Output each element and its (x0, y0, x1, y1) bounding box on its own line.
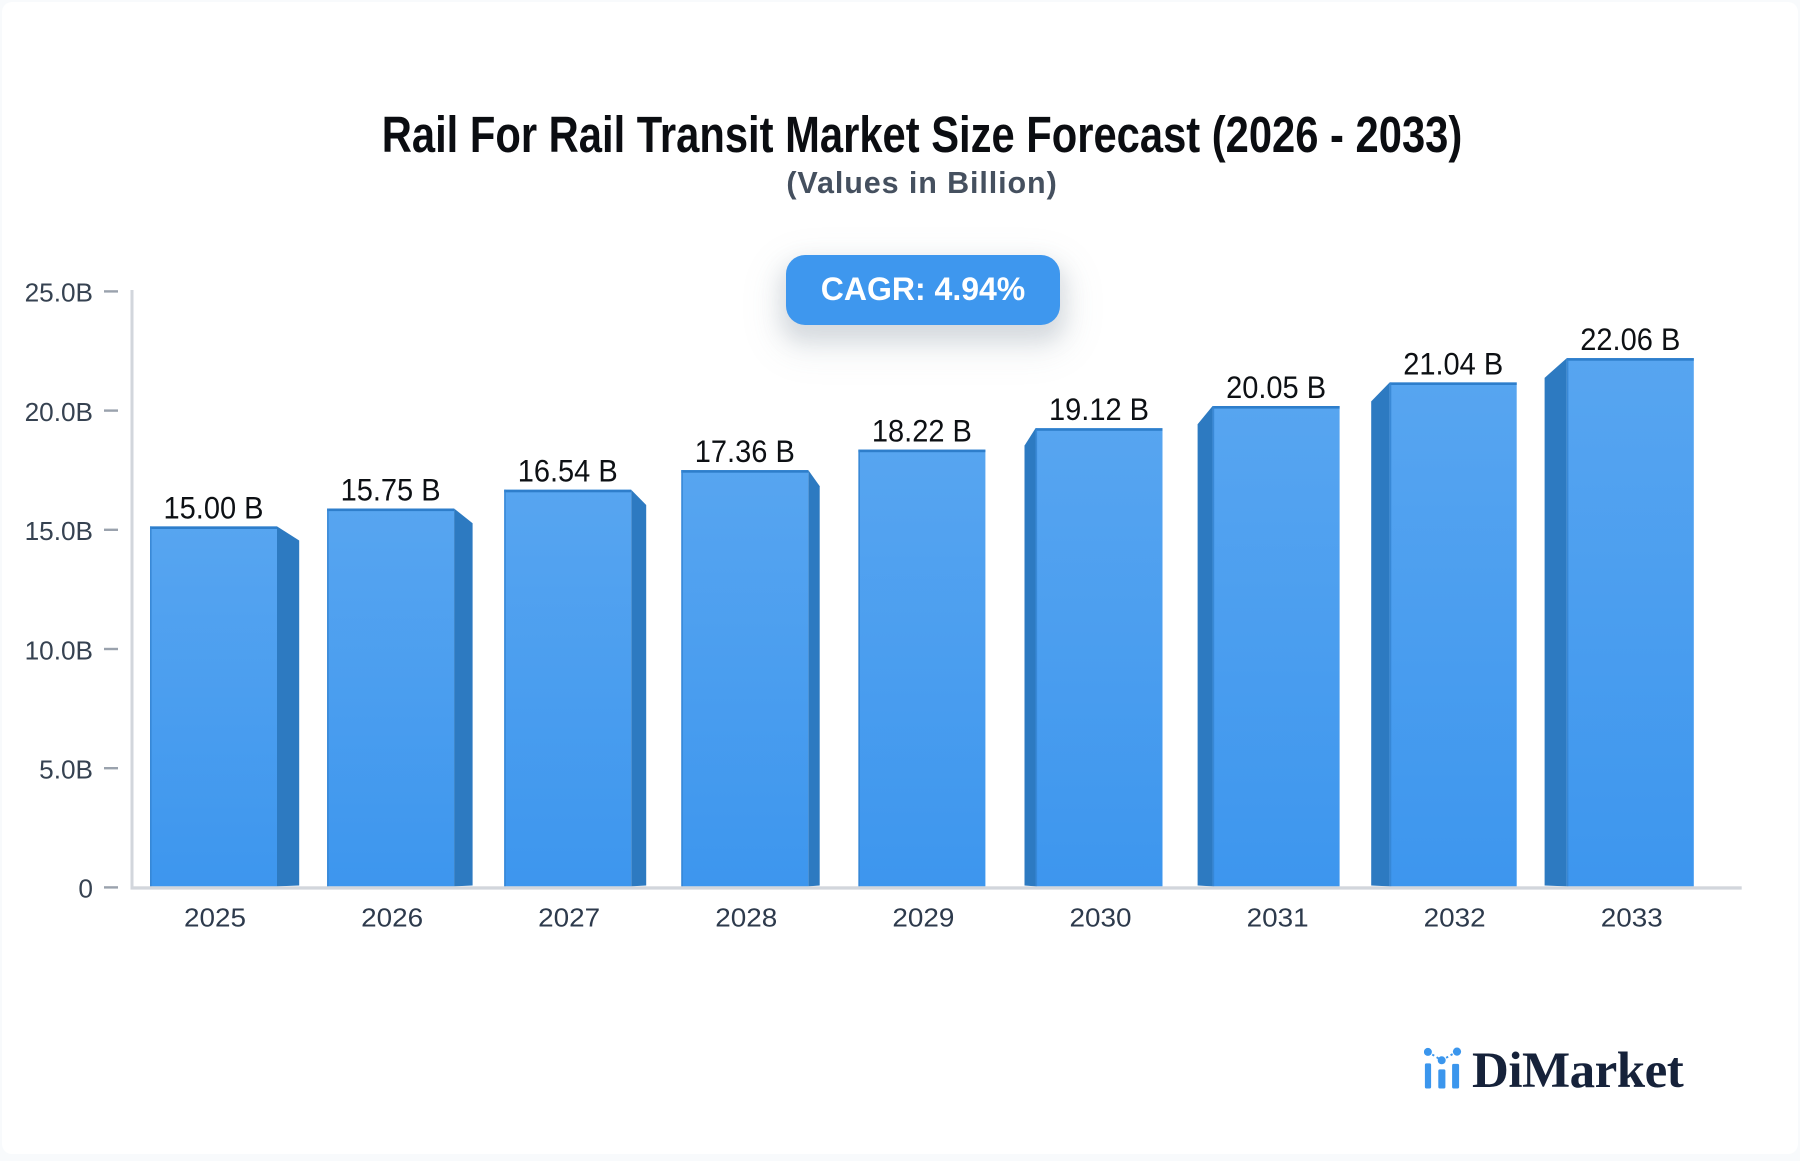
svg-text:2030: 2030 (1070, 904, 1132, 932)
svg-text:10.0B: 10.0B (25, 635, 93, 665)
svg-text:2029: 2029 (892, 904, 954, 932)
svg-text:2032: 2032 (1424, 904, 1486, 932)
svg-text:17.36 B: 17.36 B (695, 433, 795, 469)
svg-text:20.05 B: 20.05 B (1226, 369, 1326, 405)
svg-text:15.0B: 15.0B (25, 516, 93, 546)
svg-text:25.0B: 25.0B (25, 278, 93, 308)
svg-text:2026: 2026 (361, 904, 423, 932)
svg-text:20.0B: 20.0B (25, 397, 93, 427)
svg-text:21.04 B: 21.04 B (1403, 345, 1503, 381)
svg-text:15.75 B: 15.75 B (341, 472, 441, 508)
svg-text:2025: 2025 (184, 904, 246, 932)
svg-text:19.12 B: 19.12 B (1049, 391, 1149, 427)
svg-text:16.54 B: 16.54 B (518, 453, 618, 489)
svg-text:5.0B: 5.0B (39, 755, 93, 785)
svg-text:2028: 2028 (715, 904, 777, 932)
svg-text:22.06 B: 22.06 B (1580, 321, 1680, 357)
svg-text:15.00 B: 15.00 B (164, 489, 264, 525)
svg-text:2027: 2027 (538, 904, 600, 932)
svg-text:2033: 2033 (1601, 904, 1663, 932)
svg-text:2031: 2031 (1247, 904, 1309, 932)
svg-text:18.22 B: 18.22 B (872, 413, 972, 449)
svg-text:0: 0 (78, 874, 93, 904)
